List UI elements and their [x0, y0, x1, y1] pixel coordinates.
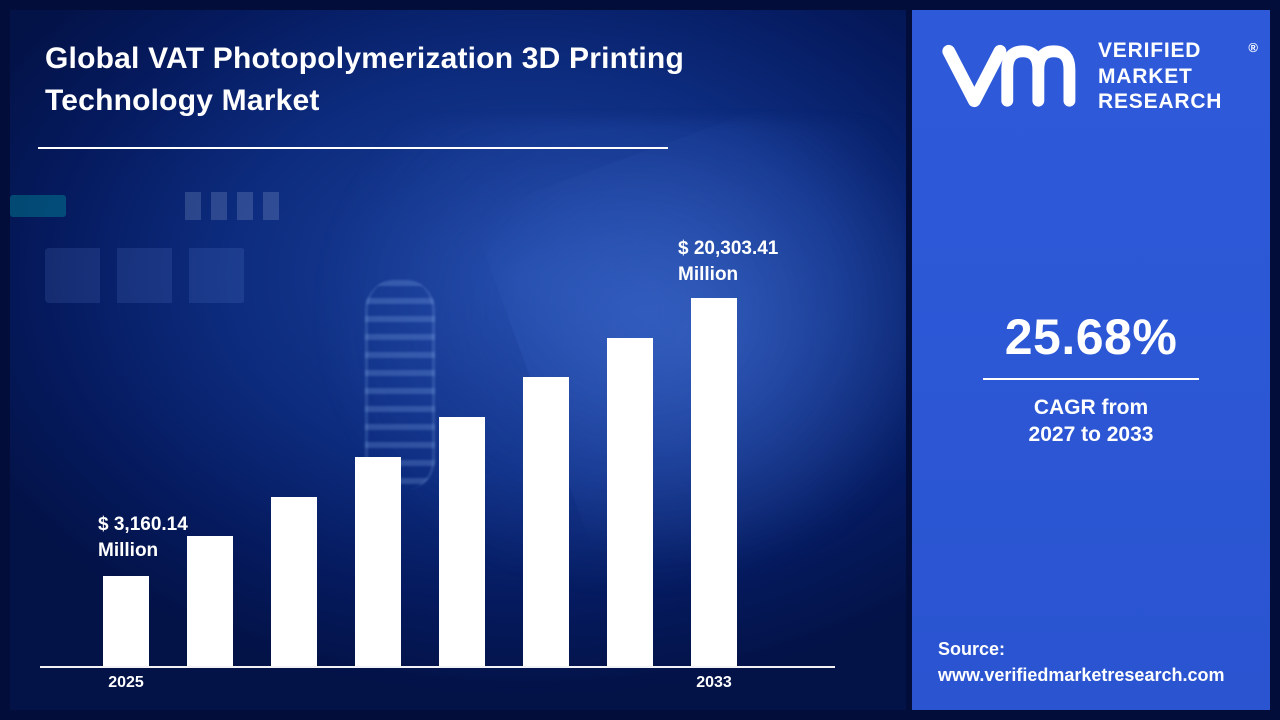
end-value-annotation: $ 20,303.41 Million [678, 236, 778, 287]
cagr-label-line2: 2027 to 2033 [1028, 423, 1154, 447]
x-tick-2033: 2033 [696, 674, 732, 691]
source-block: Source: www.verifiedmarketresearch.com [938, 636, 1224, 688]
title-underline [38, 147, 668, 149]
source-url: www.verifiedmarketresearch.com [938, 664, 1225, 685]
registered-trademark-symbol: ® [1248, 40, 1258, 55]
end-value: $ 20,303.41 [678, 238, 779, 259]
brand-line-market: MARKET [1098, 64, 1193, 88]
vmr-logo-icon [942, 45, 1076, 108]
cagr-block: 25.68% CAGR from 2027 to 2033 [912, 308, 1270, 449]
cagr-label-line1: CAGR from [1033, 396, 1149, 419]
chart-panel: Global VAT Photopolymerization 3D Printi… [10, 10, 906, 710]
x-tick-2025: 2025 [108, 674, 144, 691]
cagr-label: CAGR from 2027 to 2033 [912, 394, 1270, 449]
cagr-underline [983, 378, 1199, 380]
x-axis-line [40, 666, 835, 668]
bar [691, 298, 737, 666]
bar [271, 497, 317, 666]
photo-badge-decoration [10, 195, 66, 217]
bar [103, 576, 149, 666]
bar [607, 338, 653, 666]
end-unit: Million [678, 263, 739, 285]
brand-sidebar: VERIFIED MARKET RESEARCH ® 25.68% CAGR f… [912, 10, 1270, 710]
photo-people-icons-decoration [185, 192, 280, 220]
cagr-value: 25.68% [1004, 309, 1178, 365]
brand-line-research: RESEARCH [1098, 90, 1223, 114]
chart-title: Global VAT Photopolymerization 3D Printi… [45, 42, 684, 117]
brand-wordmark: VERIFIED MARKET RESEARCH [1098, 38, 1222, 115]
bar [439, 417, 485, 666]
start-value-annotation: $ 3,160.14 Million [98, 512, 188, 563]
brand-logo-row: VERIFIED MARKET RESEARCH [934, 38, 1222, 115]
bar [187, 536, 233, 666]
brand-line-verified: VERIFIED [1098, 39, 1202, 62]
bar [523, 377, 569, 666]
bar [355, 457, 401, 666]
start-value: $ 3,160.14 [98, 514, 188, 535]
source-label: Source: [938, 638, 1006, 659]
bar-chart [103, 286, 737, 666]
start-unit: Million [98, 539, 159, 561]
